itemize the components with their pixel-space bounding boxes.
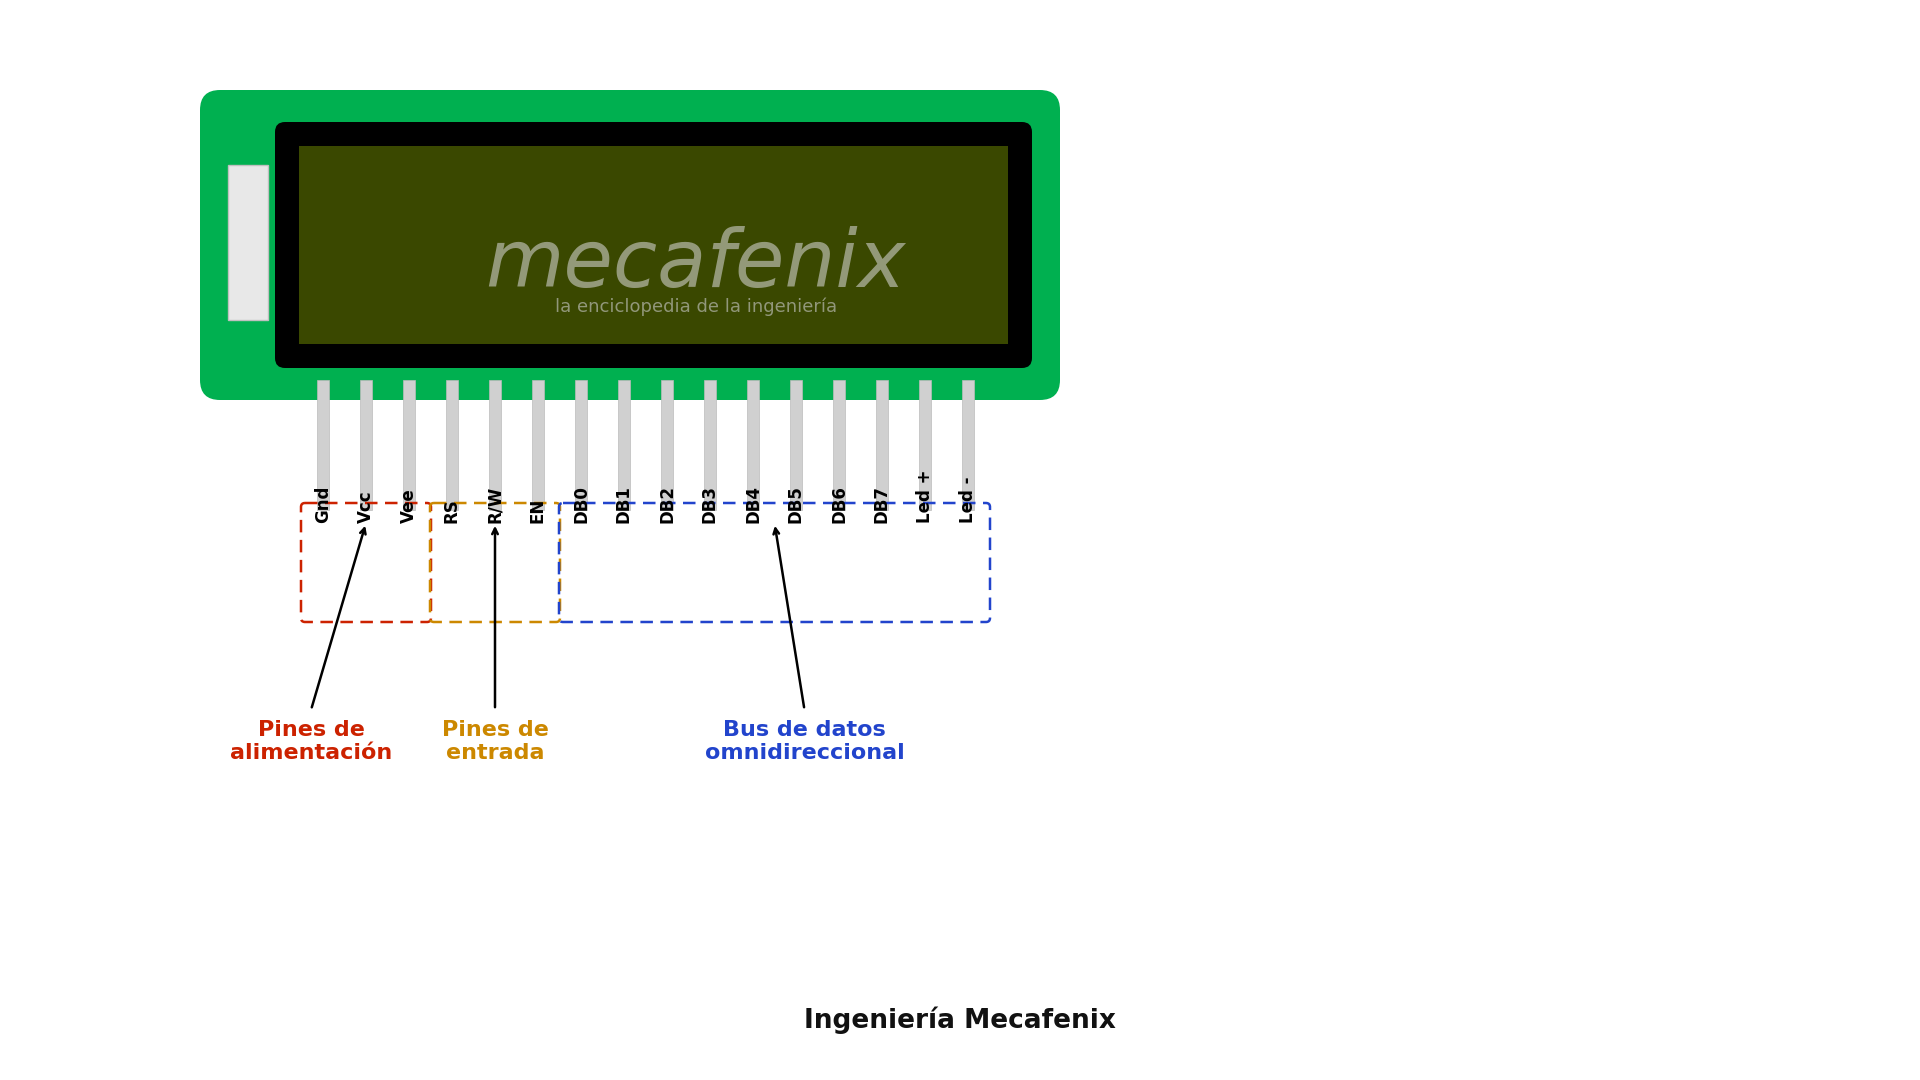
Text: DB7: DB7 [874, 485, 891, 523]
Bar [920, 380, 931, 510]
Bar [660, 380, 674, 510]
Text: Pines de
entrada: Pines de entrada [442, 720, 549, 764]
Text: Gnd: Gnd [315, 486, 332, 523]
Bar [490, 380, 501, 510]
Text: Bus de datos
omnidireccional: Bus de datos omnidireccional [705, 720, 904, 764]
Text: mecafenix: mecafenix [486, 226, 906, 303]
Bar [445, 380, 459, 510]
Text: DB3: DB3 [701, 485, 718, 523]
Text: DB1: DB1 [614, 485, 634, 523]
Bar [403, 380, 415, 510]
Bar [833, 380, 845, 510]
Text: RS: RS [444, 498, 461, 523]
Text: DB2: DB2 [659, 485, 676, 523]
Text: R/W: R/W [486, 486, 503, 523]
Bar [962, 380, 973, 510]
Bar [228, 165, 269, 320]
Bar [361, 380, 372, 510]
Text: Vee: Vee [399, 488, 419, 523]
Text: DB6: DB6 [829, 485, 849, 523]
Bar [876, 380, 887, 510]
Text: Ingeniería Mecafenix: Ingeniería Mecafenix [804, 1007, 1116, 1034]
Text: DB5: DB5 [787, 485, 804, 523]
Bar [532, 380, 543, 510]
FancyBboxPatch shape [275, 122, 1033, 368]
Bar [747, 380, 758, 510]
Bar [789, 380, 803, 510]
Bar [574, 380, 588, 510]
Bar [618, 380, 630, 510]
Text: Led -: Led - [958, 476, 977, 523]
Text: DB0: DB0 [572, 485, 589, 523]
Text: DB4: DB4 [745, 485, 762, 523]
FancyBboxPatch shape [200, 90, 1060, 400]
Text: la enciclopedia de la ingeniería: la enciclopedia de la ingeniería [555, 298, 837, 316]
Text: Pines de
alimentación: Pines de alimentación [230, 720, 392, 764]
Bar [705, 380, 716, 510]
Text: Vcc: Vcc [357, 490, 374, 523]
Bar [317, 380, 328, 510]
Bar [300, 146, 1008, 345]
Text: Led +: Led + [916, 470, 933, 523]
Text: EN: EN [530, 498, 547, 523]
